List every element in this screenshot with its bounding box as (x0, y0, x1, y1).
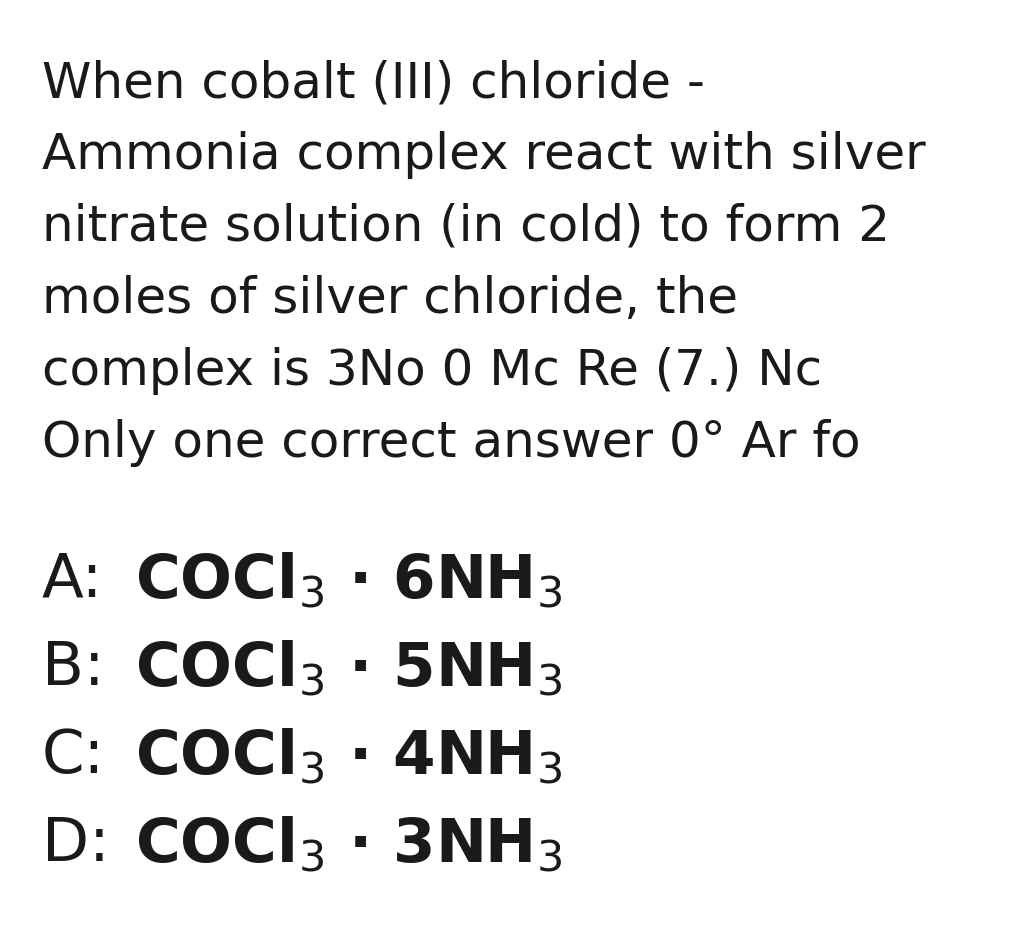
Text: When cobalt (III) chloride -: When cobalt (III) chloride - (42, 59, 705, 107)
Text: COCl$_3$ · 6NH$_3$: COCl$_3$ · 6NH$_3$ (135, 550, 562, 611)
Text: moles of silver chloride, the: moles of silver chloride, the (42, 275, 738, 323)
Text: complex is 3No 0 Mc Re (7.) Nc: complex is 3No 0 Mc Re (7.) Nc (42, 347, 822, 394)
Text: nitrate solution (in cold) to form 2: nitrate solution (in cold) to form 2 (42, 203, 890, 251)
Text: C:: C: (42, 727, 105, 785)
Text: B:: B: (42, 638, 104, 697)
Text: D:: D: (42, 814, 110, 873)
Text: COCl$_3$ · 5NH$_3$: COCl$_3$ · 5NH$_3$ (135, 638, 562, 699)
Text: COCl$_3$ · 3NH$_3$: COCl$_3$ · 3NH$_3$ (135, 814, 562, 874)
Text: Only one correct answer 0° Ar fo: Only one correct answer 0° Ar fo (42, 419, 860, 467)
Text: COCl$_3$ · 4NH$_3$: COCl$_3$ · 4NH$_3$ (135, 727, 562, 786)
Text: A:: A: (42, 550, 103, 610)
Text: Ammonia complex react with silver: Ammonia complex react with silver (42, 131, 926, 179)
